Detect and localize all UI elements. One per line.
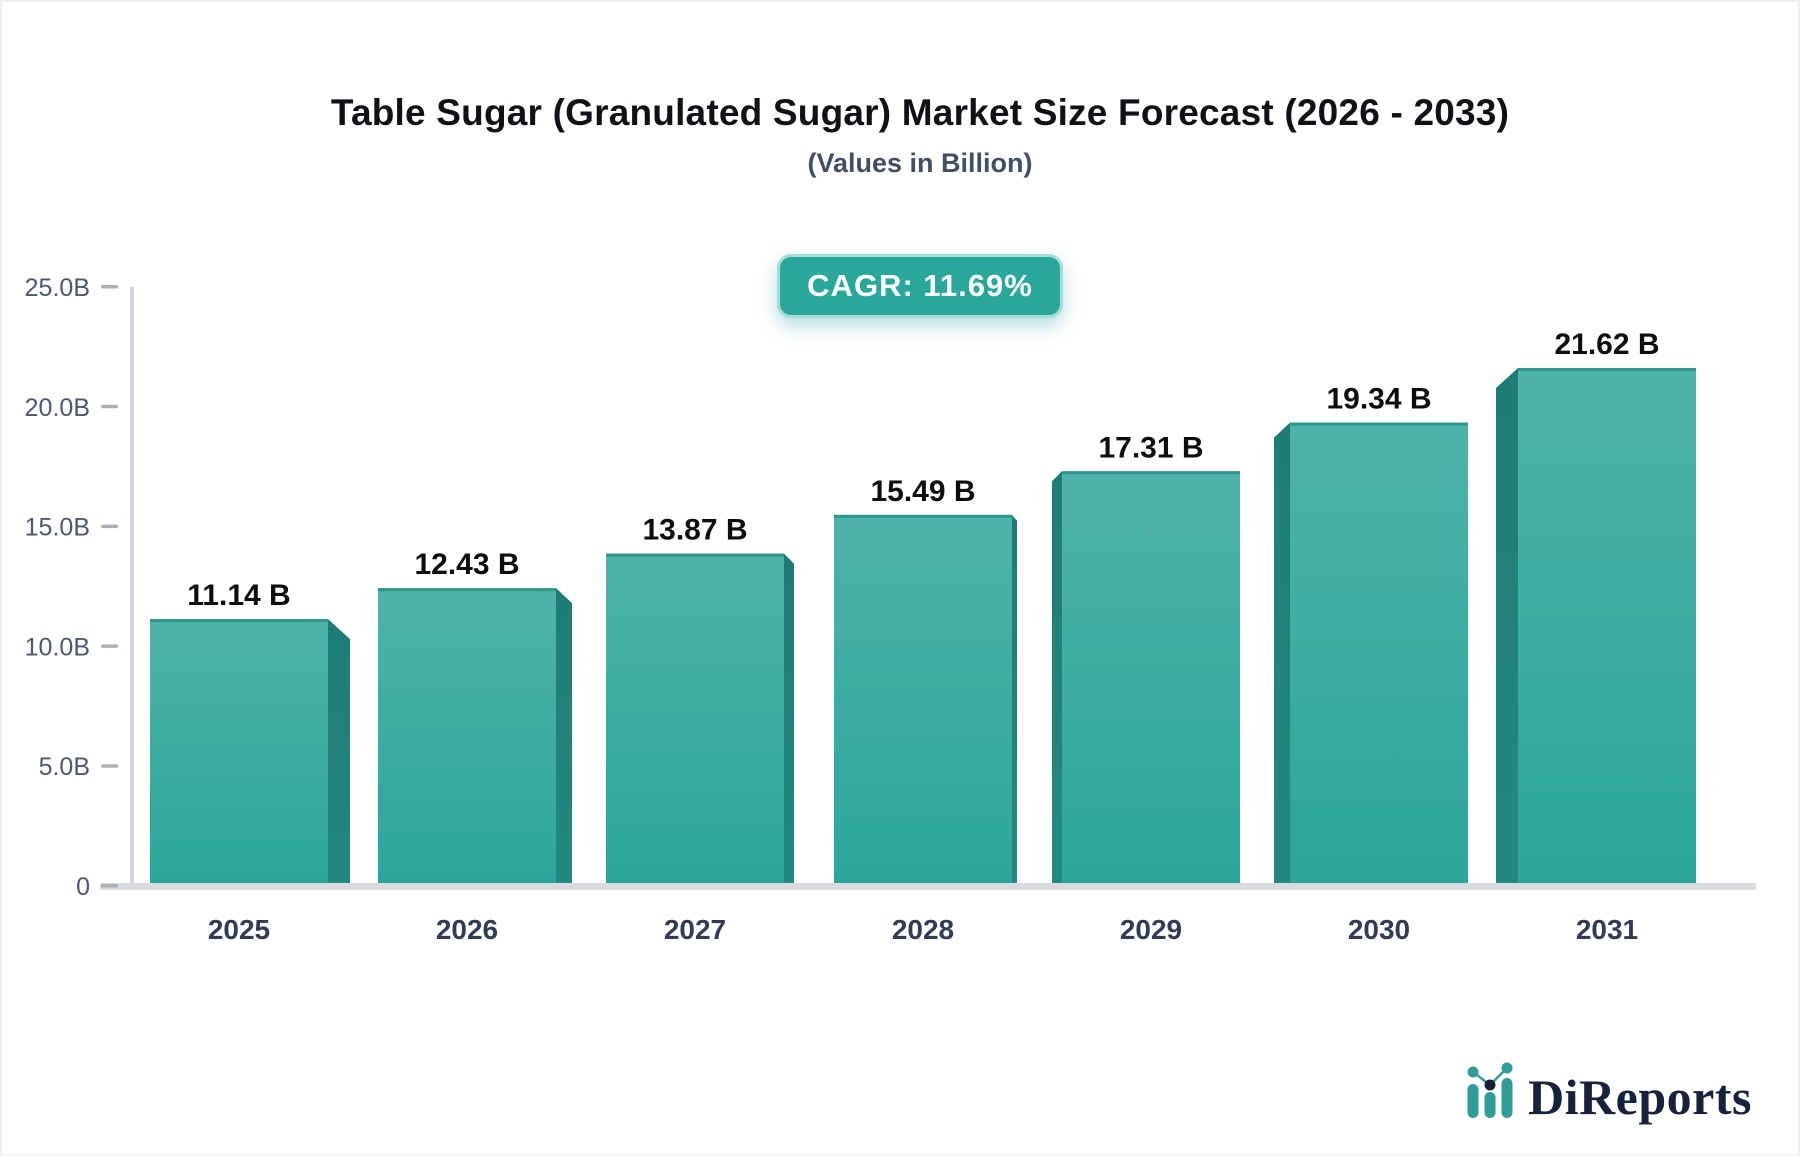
bar-side-face — [1012, 514, 1017, 888]
direports-logo-text: DiReports — [1528, 1069, 1752, 1125]
y-tick-mark — [101, 644, 118, 648]
bar-face — [606, 553, 784, 888]
x-axis-label: 2031 — [1576, 914, 1638, 945]
bar-face — [1062, 471, 1240, 888]
bar-face — [150, 619, 328, 888]
bar-side-face — [556, 588, 572, 888]
bar-value-label: 19.34 B — [1326, 383, 1431, 416]
bar-top-edge — [1062, 471, 1240, 475]
bar-2027: 13.87 B 2027 — [606, 514, 794, 945]
y-tick-label: 5.0B — [39, 753, 90, 781]
bar-value-label: 17.31 B — [1098, 431, 1203, 464]
bar-face — [1518, 367, 1696, 888]
y-tick-label: 25.0B — [25, 274, 90, 302]
bar-side-face — [328, 619, 350, 888]
bar-top-edge — [834, 514, 1012, 518]
bar-top-edge — [1290, 422, 1468, 426]
bar-value-label: 15.49 B — [870, 475, 975, 508]
y-axis-line — [130, 287, 134, 886]
x-axis-label: 2030 — [1348, 914, 1410, 945]
y-tick-mark — [101, 884, 118, 888]
bar-value-label: 13.87 B — [642, 514, 747, 547]
bar-2025: 11.14 B 2025 — [150, 579, 350, 945]
bar-top-edge — [606, 553, 784, 557]
bar-side-face — [1496, 367, 1518, 888]
bar-top-edge — [1518, 367, 1696, 371]
bar-side-face — [784, 553, 794, 888]
chart-title: Table Sugar (Granulated Sugar) Market Si… — [330, 92, 1510, 133]
x-axis-label: 2025 — [208, 914, 270, 945]
chart-subtitle: (Values in Billion) — [807, 148, 1033, 178]
bar-value-label: 11.14 B — [187, 579, 290, 612]
bar-top-edge — [378, 588, 556, 592]
cagr-badge: CAGR: 11.69% — [777, 254, 1063, 318]
x-axis-label: 2028 — [892, 914, 954, 945]
bar-side-face — [1052, 471, 1062, 888]
y-tick-label: 20.0B — [25, 394, 90, 422]
bar-2029: 17.31 B 2029 — [1052, 431, 1240, 945]
x-axis-label: 2027 — [664, 914, 726, 945]
bar-top-edge — [150, 619, 328, 623]
y-tick-mark — [101, 285, 118, 289]
y-tick-mark — [101, 404, 118, 409]
y-tick-label: 15.0B — [25, 514, 90, 542]
bar-side-face — [1274, 422, 1290, 888]
bar-2030: 19.34 B 2030 — [1274, 383, 1468, 945]
bar-2028: 15.49 B 2028 — [834, 475, 1017, 945]
bar-face — [1290, 422, 1468, 888]
cagr-badge-row: CAGR: 11.69% — [40, 254, 1800, 318]
y-tick-label: 10.0B — [25, 633, 90, 661]
x-axis-label: 2029 — [1120, 914, 1182, 945]
y-tick-label: 0 — [76, 873, 90, 901]
bar-face — [834, 514, 1012, 888]
bar-value-label: 21.62 B — [1554, 328, 1659, 361]
bar-2031: 21.62 B 2031 — [1496, 328, 1696, 945]
direports-logo-icon — [1467, 1062, 1513, 1118]
bar-2026: 12.43 B 2026 — [378, 548, 572, 945]
x-axis-baseline — [100, 883, 1756, 890]
y-tick-mark — [101, 764, 118, 768]
y-tick-mark — [101, 524, 118, 529]
brand-logo: DiReports — [1467, 1062, 1752, 1122]
x-axis-label: 2026 — [436, 914, 498, 945]
bar-value-label: 12.43 B — [414, 548, 519, 581]
bar-face — [378, 588, 556, 888]
